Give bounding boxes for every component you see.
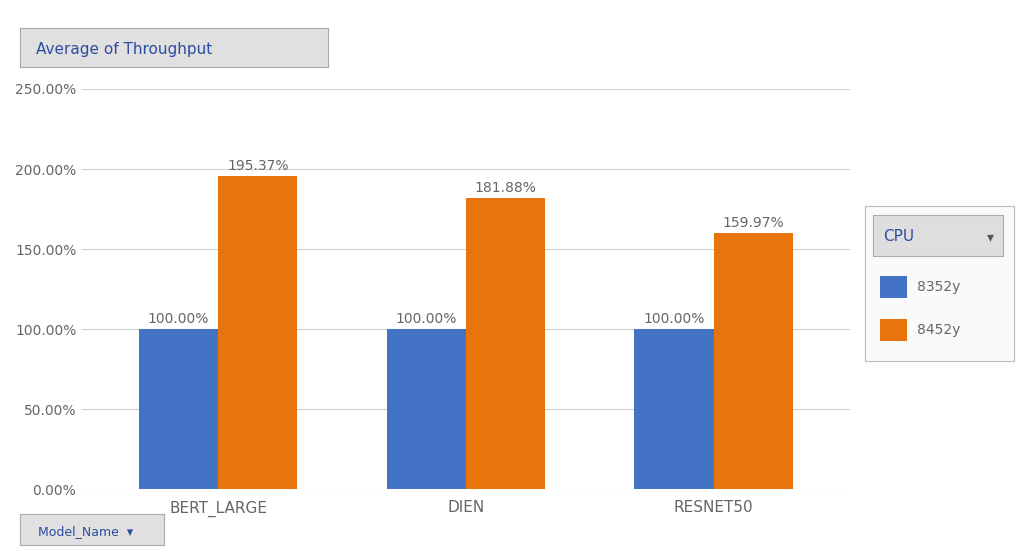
Bar [387,329,466,489]
Text: Average of Throughput: Average of Throughput [36,42,212,57]
Bar [218,176,297,489]
Bar [714,233,793,489]
Bar [880,319,907,341]
Text: 100.00%: 100.00% [147,312,209,326]
Text: 8452y: 8452y [918,323,961,337]
Text: 100.00%: 100.00% [395,312,457,326]
Text: 159.97%: 159.97% [723,216,784,230]
Text: 195.37%: 195.37% [227,159,289,173]
Bar [880,276,907,297]
Text: 100.00%: 100.00% [643,312,705,326]
Text: 181.88%: 181.88% [474,181,537,195]
Text: Model_Name  ▾: Model_Name ▾ [38,525,133,538]
Bar [139,329,218,489]
Text: 8352y: 8352y [918,280,961,294]
Text: ▾: ▾ [987,230,994,244]
FancyBboxPatch shape [872,215,1004,256]
Bar [466,198,545,489]
Text: CPU: CPU [883,230,914,244]
Bar [635,329,714,489]
